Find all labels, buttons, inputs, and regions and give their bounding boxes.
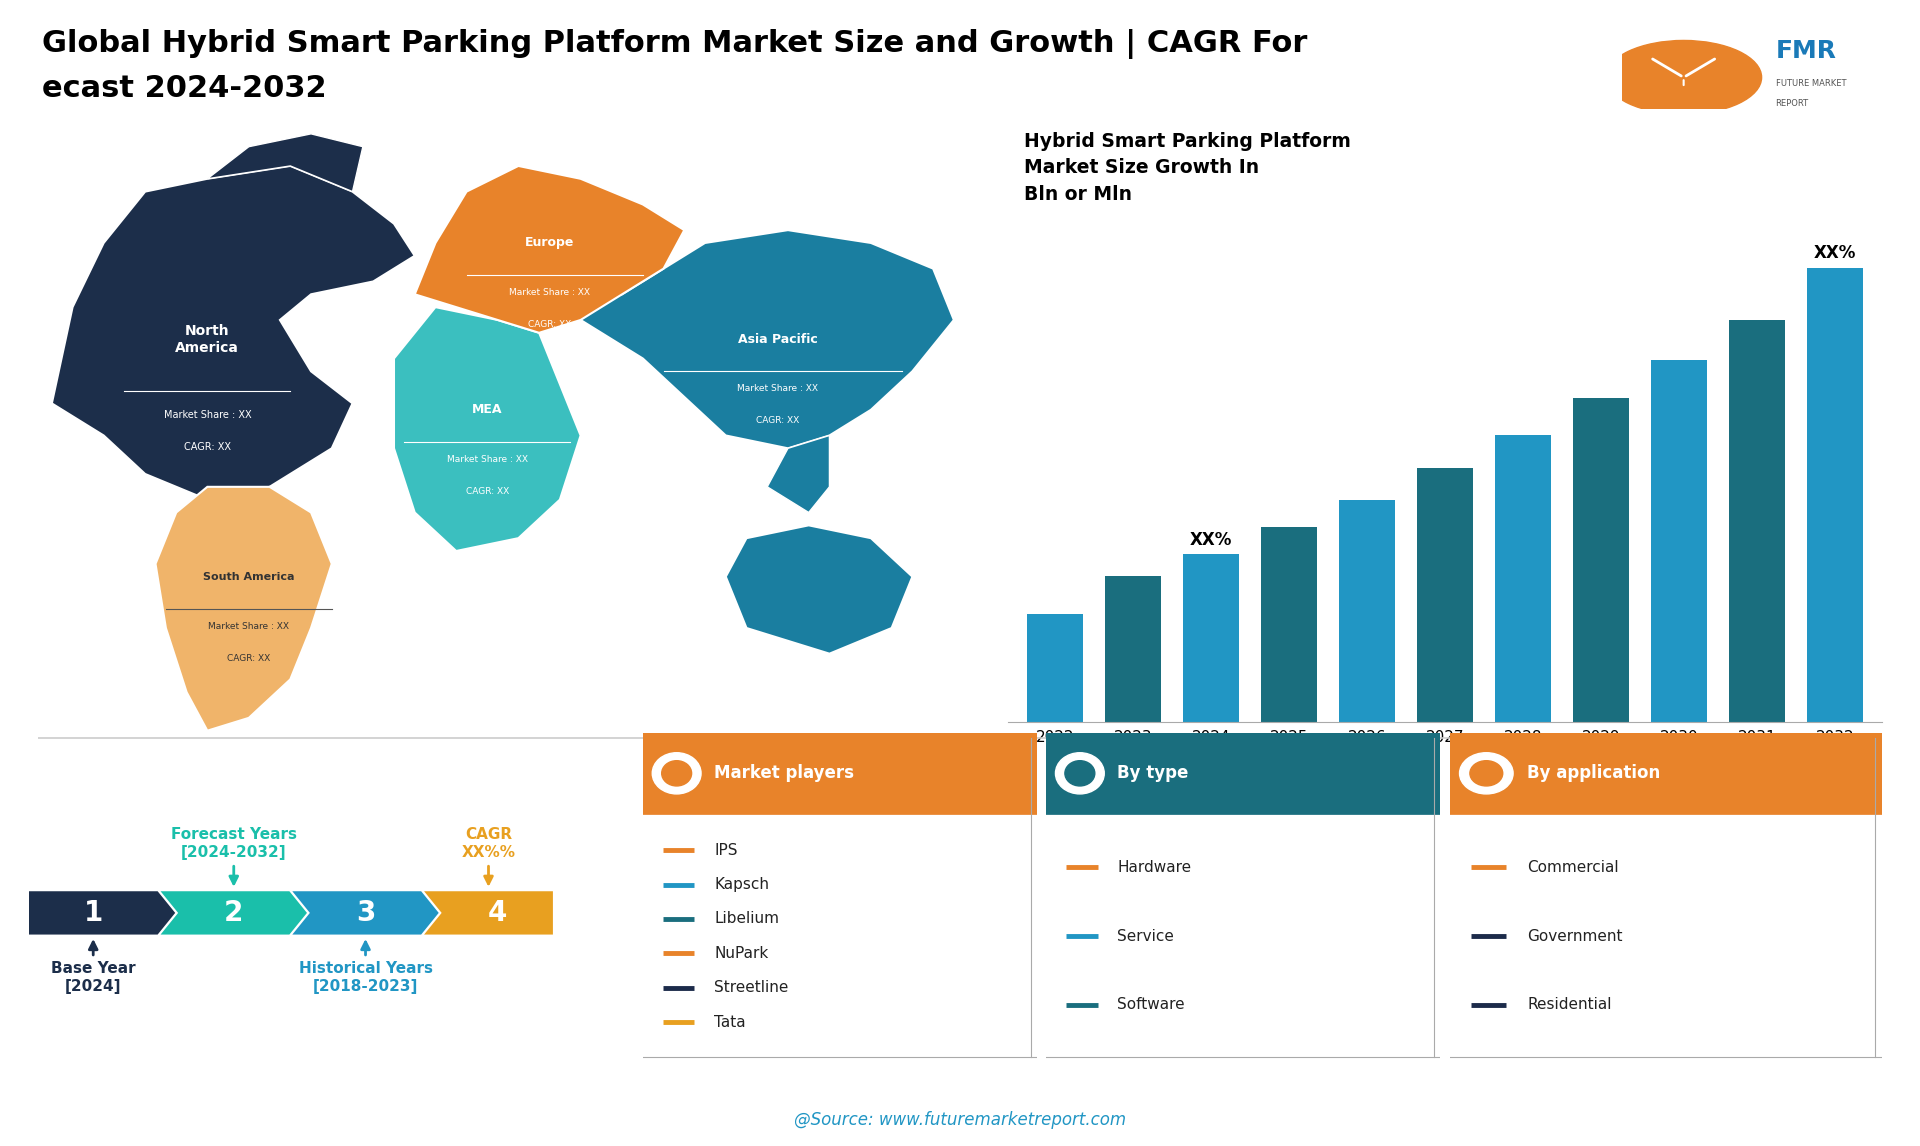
Text: @Source: www.futuremarketreport.com: @Source: www.futuremarketreport.com: [795, 1110, 1125, 1129]
Circle shape: [653, 753, 701, 794]
Bar: [1261, 527, 1317, 722]
Text: Historical Years
[2018-2023]: Historical Years [2018-2023]: [298, 960, 432, 995]
Text: IPS: IPS: [714, 842, 737, 858]
Text: CAGR
XX%%: CAGR XX%%: [461, 826, 515, 861]
Polygon shape: [156, 487, 332, 731]
Text: North
America: North America: [175, 323, 240, 355]
Bar: [1338, 501, 1394, 722]
Circle shape: [662, 761, 691, 786]
Text: Global Hybrid Smart Parking Platform Market Size and Growth | CAGR For: Global Hybrid Smart Parking Platform Mar…: [42, 29, 1308, 58]
Text: CAGR: XX: CAGR: XX: [184, 442, 230, 452]
Text: MEA: MEA: [472, 403, 503, 416]
Text: Libelium: Libelium: [714, 911, 780, 926]
Circle shape: [1459, 753, 1513, 794]
FancyBboxPatch shape: [1438, 732, 1893, 815]
Polygon shape: [52, 166, 415, 500]
Text: Hardware: Hardware: [1117, 860, 1192, 876]
Text: FUTURE MARKET: FUTURE MARKET: [1776, 79, 1845, 88]
Polygon shape: [29, 892, 175, 935]
Text: Market Share : XX: Market Share : XX: [447, 455, 528, 464]
Text: Europe: Europe: [524, 236, 574, 250]
Circle shape: [1471, 761, 1503, 786]
Text: FMR: FMR: [1776, 39, 1837, 63]
Polygon shape: [207, 134, 363, 191]
Text: 1: 1: [84, 898, 104, 927]
Text: By application: By application: [1528, 764, 1661, 783]
Polygon shape: [768, 435, 829, 512]
Text: XX%: XX%: [1190, 531, 1233, 549]
Circle shape: [1066, 761, 1094, 786]
Bar: [1572, 398, 1628, 722]
Text: Market Share : XX: Market Share : XX: [737, 384, 818, 393]
Text: REPORT: REPORT: [1776, 100, 1809, 108]
Text: XX%: XX%: [1814, 244, 1857, 262]
Text: Market Share : XX: Market Share : XX: [163, 410, 252, 419]
Text: Residential: Residential: [1528, 997, 1613, 1012]
Bar: [1651, 360, 1707, 722]
Text: Market Share : XX: Market Share : XX: [209, 621, 290, 630]
Text: Commercial: Commercial: [1528, 860, 1619, 876]
Text: CAGR: XX: CAGR: XX: [528, 320, 570, 329]
Text: Asia Pacific: Asia Pacific: [737, 332, 818, 346]
Circle shape: [1056, 753, 1104, 794]
Text: Government: Government: [1528, 928, 1622, 943]
FancyBboxPatch shape: [634, 732, 1046, 815]
Bar: [1494, 435, 1551, 722]
Text: Streetline: Streetline: [714, 980, 789, 995]
Bar: [1728, 320, 1786, 722]
FancyBboxPatch shape: [1037, 732, 1450, 815]
Polygon shape: [415, 166, 684, 332]
Bar: [1807, 268, 1862, 722]
Text: Market players: Market players: [714, 764, 854, 783]
Text: ecast 2024-2032: ecast 2024-2032: [42, 74, 326, 103]
Polygon shape: [394, 307, 580, 551]
Text: By type: By type: [1117, 764, 1188, 783]
Polygon shape: [292, 892, 438, 935]
Text: Hybrid Smart Parking Platform
Market Size Growth In
Bln or Mln: Hybrid Smart Parking Platform Market Siz…: [1023, 132, 1350, 204]
Circle shape: [1605, 40, 1763, 115]
Polygon shape: [726, 525, 912, 653]
Text: Forecast Years
[2024-2032]: Forecast Years [2024-2032]: [171, 826, 298, 861]
Text: 4: 4: [488, 898, 507, 927]
Text: Tata: Tata: [714, 1014, 745, 1029]
Text: CAGR: XX: CAGR: XX: [467, 487, 509, 496]
Text: Service: Service: [1117, 928, 1175, 943]
Text: South America: South America: [204, 572, 294, 582]
Text: Kapsch: Kapsch: [714, 877, 770, 892]
Polygon shape: [580, 230, 954, 448]
Text: Base Year
[2024]: Base Year [2024]: [52, 960, 136, 995]
Bar: [1417, 468, 1473, 722]
Bar: [1027, 614, 1083, 722]
Bar: [1104, 576, 1162, 722]
Text: CAGR: XX: CAGR: XX: [227, 653, 271, 662]
Text: 3: 3: [355, 898, 374, 927]
Text: Software: Software: [1117, 997, 1185, 1012]
Text: 2: 2: [225, 898, 244, 927]
Bar: [1183, 555, 1238, 722]
Polygon shape: [424, 892, 553, 935]
Polygon shape: [161, 892, 307, 935]
Text: Market Share : XX: Market Share : XX: [509, 288, 589, 297]
Text: CAGR: XX: CAGR: XX: [756, 416, 799, 425]
Text: NuPark: NuPark: [714, 945, 768, 960]
